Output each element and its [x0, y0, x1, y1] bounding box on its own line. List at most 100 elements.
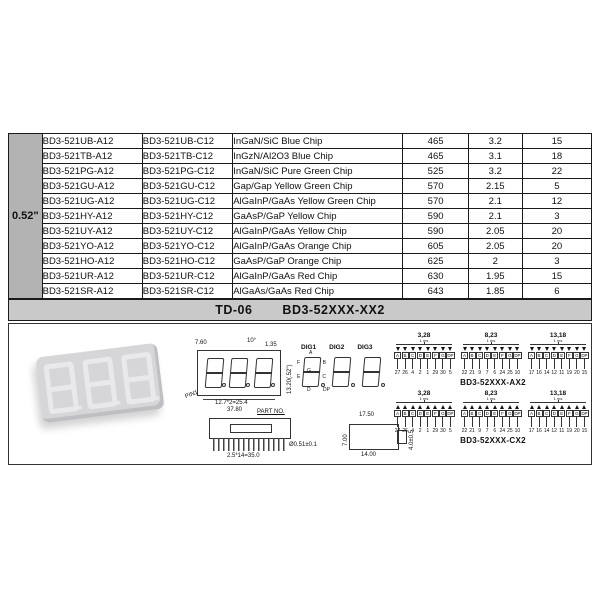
diode-icon [425, 347, 430, 351]
wavelength-value: 605 [402, 238, 469, 254]
common-pins-label: 8,23 [484, 390, 498, 397]
segment-letter: F [565, 410, 573, 417]
chip-material: InGaN/SiC Blue Chip [232, 133, 404, 149]
pin-lead-line [531, 359, 532, 369]
pin-lead-line [404, 359, 406, 369]
diode-icon [544, 347, 549, 351]
pin-comb [213, 438, 285, 451]
segment-pin: E 1 [424, 405, 432, 434]
table-row: BD3-521UG-A12 BD3-521UG-C12 AlGaInP/GaAs… [41, 193, 593, 209]
forward-voltage-value: 2.05 [467, 223, 523, 239]
common-bus-line [463, 400, 519, 405]
segment-letter: A [528, 352, 535, 359]
segment-c-label: C [322, 374, 326, 380]
pin-number: 20 [574, 370, 580, 376]
table-row: BD3-521UR-A12 BD3-521UR-C12 AlGaInP/GaAs… [41, 268, 593, 284]
pin-number: 19 [566, 428, 573, 434]
segment-pin: DP 5 [445, 347, 456, 376]
diode-icon [567, 347, 572, 351]
diode-icon [477, 405, 482, 409]
spec-table-body: BD3-521UB-A12 BD3-521UB-C12 InGaN/SiC Bl… [41, 133, 593, 299]
pin-lead-line [561, 417, 563, 427]
wavelength-value: 625 [402, 253, 469, 269]
display-digit [120, 351, 160, 405]
pin-number: 7 [485, 370, 489, 376]
pin-number: 30 [440, 370, 446, 376]
chip-material: AlGaInP/GaAs Yellow Green Chip [232, 193, 404, 209]
diode-icon [403, 347, 408, 351]
part-number-common-anode: BD3-521SR-A12 [41, 283, 143, 299]
pin-number: 25 [507, 428, 513, 434]
common-bus-line [396, 400, 452, 405]
segment-letter: B [468, 410, 476, 417]
pin-lead-line [553, 359, 555, 369]
pin-lead-line [553, 417, 555, 427]
common-pins-label: 3,28 [417, 332, 431, 339]
diode-icon [574, 347, 579, 351]
chip-material: Gap/Gap Yellow Green Chip [232, 178, 404, 194]
dim-digit-width: 7.60 [195, 340, 207, 346]
pin-number: 5 [449, 428, 452, 434]
intensity-value: 6 [521, 283, 593, 299]
table-row: BD3-521YO-A12 BD3-521YO-C12 AlGaInP/GaAs… [41, 238, 593, 254]
segment-pin: F 24 [498, 347, 506, 376]
diode-icon [567, 405, 572, 409]
diode-icon [440, 347, 445, 351]
intensity-value: 15 [521, 268, 593, 284]
digit-outline [361, 357, 382, 387]
dim-slant-angle: 10° [247, 338, 257, 344]
table-row: BD3-521UY-A12 BD3-521UY-C12 AlGaInP/GaAs… [41, 223, 593, 239]
segment-e-label: E [297, 374, 301, 380]
decimal-point [116, 400, 121, 406]
pin-number: 20 [574, 428, 580, 434]
table-row: BD3-521PG-A12 BD3-521PG-C12 InGaN/SiC Pu… [41, 163, 593, 179]
pin-lead-line [501, 359, 503, 369]
common-bus-line [530, 400, 586, 405]
pin-lead-line [561, 359, 563, 369]
pin-lead-line [516, 359, 518, 369]
intensity-value: 18 [521, 148, 593, 164]
forward-voltage-value: 1.95 [467, 268, 523, 284]
table-row: BD3-521HY-A12 BD3-521HY-C12 GaAsP/GaP Ye… [41, 208, 593, 224]
pinout-diagram-common-anode: 3,28 1 ms A 27 [393, 332, 593, 387]
diode-icon [552, 405, 557, 409]
segment-pin: F 24 [498, 405, 506, 434]
forward-voltage-value: 3.1 [467, 148, 523, 164]
part-number-common-anode: BD3-521UB-A12 [41, 133, 143, 149]
segment-pin: DP 10 [512, 347, 523, 376]
pin-lead-line [442, 359, 444, 369]
intensity-value: 3 [521, 208, 593, 224]
pin-lead-line [509, 359, 511, 369]
wavelength-value: 643 [402, 283, 469, 299]
segment-letter: F [431, 410, 439, 417]
segment-letter: A [461, 352, 468, 359]
intensity-value: 3 [521, 253, 593, 269]
forward-voltage-value: 3.2 [467, 133, 523, 149]
diode-icon [529, 405, 534, 409]
diode-icon [544, 405, 549, 409]
common-note: 1 ms [553, 396, 563, 401]
diode-icon [582, 405, 587, 409]
segment-pin: E 6 [491, 347, 499, 376]
pinout-label-ax2: BD3-52XXX-AX2 [460, 378, 526, 387]
segment-pin: A 22 [461, 405, 468, 434]
wavelength-value: 630 [402, 268, 469, 284]
segment-map-drawing: DIG1 DIG2 DIG3 A B C D E F G DP [297, 344, 396, 404]
digit-outline [229, 358, 251, 388]
diode-icon [507, 405, 512, 409]
segment-letter: E [424, 410, 432, 417]
common-bus-line [530, 342, 586, 347]
pin-number: 14 [543, 370, 550, 376]
chip-material: AlGaAs/GaAs Red Chip [232, 283, 404, 299]
segment-pin: A 17 [528, 405, 535, 434]
diode-icon [433, 405, 438, 409]
digit-outline [253, 358, 276, 388]
pin-lead-line [479, 359, 481, 369]
segment-pin: D 7 [483, 405, 491, 434]
pin-lead-line [501, 417, 503, 427]
dim-lead-diameter: Ø0.51±0.1 [289, 442, 317, 448]
pin-lead-line [494, 359, 496, 369]
part-number-common-anode: BD3-521UR-A12 [41, 268, 143, 284]
pin-number: 26 [402, 428, 408, 434]
pin-number: 19 [566, 370, 573, 376]
